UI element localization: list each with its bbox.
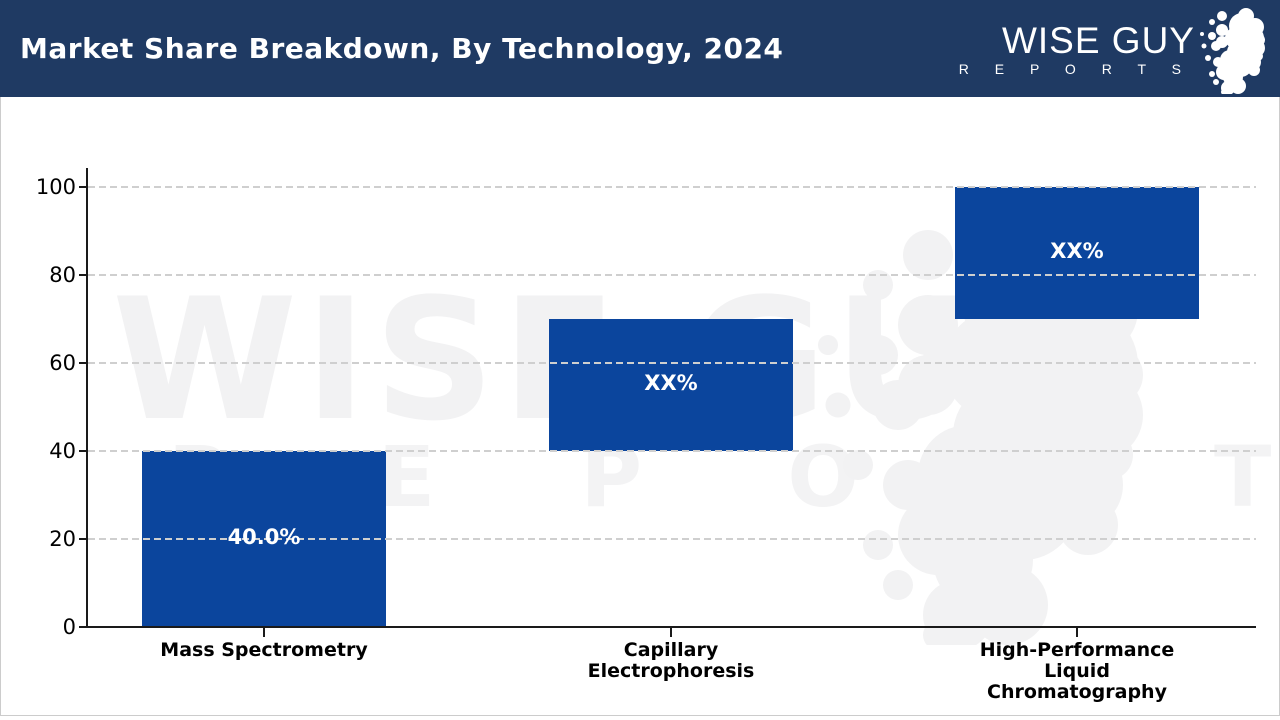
x-axis-category-label: Mass Spectrometry [160, 639, 368, 661]
bar-value-label: XX% [1050, 239, 1104, 263]
y-axis-line [86, 168, 88, 628]
y-axis-tick [79, 538, 87, 540]
wiseguy-logo: WISE GUY R E P O R T S [959, 0, 1270, 97]
x-axis-category-label: Capillary Electrophoresis [587, 639, 755, 682]
bar-segment [955, 187, 1199, 319]
y-axis-tick-label: 100 [35, 175, 76, 199]
y-axis-tick-label: 0 [62, 615, 76, 639]
x-axis-tick [1076, 628, 1078, 637]
x-axis-category-label: High-Performance Liquid Chromatography [979, 639, 1175, 703]
y-axis-tick-label: 60 [49, 351, 76, 375]
y-axis-tick [79, 626, 87, 628]
y-axis-tick-label: 40 [49, 439, 76, 463]
gridline [88, 450, 1256, 452]
bar-value-label: 40.0% [227, 525, 301, 549]
x-axis-tick [670, 628, 672, 637]
y-axis-tick [79, 274, 87, 276]
gridline [88, 274, 1256, 276]
page-title: Market Share Breakdown, By Technology, 2… [20, 32, 784, 65]
header-bar: Market Share Breakdown, By Technology, 2… [0, 0, 1280, 97]
gridline [88, 362, 1256, 364]
bar-value-label: XX% [644, 371, 698, 395]
gridline [88, 538, 1256, 540]
bar-segment [549, 319, 793, 451]
logo-wordmark: WISE GUY [1001, 20, 1195, 61]
logo-subtext: R E P O R T S [958, 61, 1192, 77]
y-axis-tick [79, 186, 87, 188]
x-axis-line [86, 626, 1256, 628]
y-axis-tick-label: 20 [49, 527, 76, 551]
x-axis-tick [263, 628, 265, 637]
y-axis-tick [79, 362, 87, 364]
gridline [88, 186, 1256, 188]
y-axis-tick [79, 450, 87, 452]
y-axis-tick-label: 80 [49, 263, 76, 287]
wiseguy-face-icon [1200, 8, 1265, 94]
